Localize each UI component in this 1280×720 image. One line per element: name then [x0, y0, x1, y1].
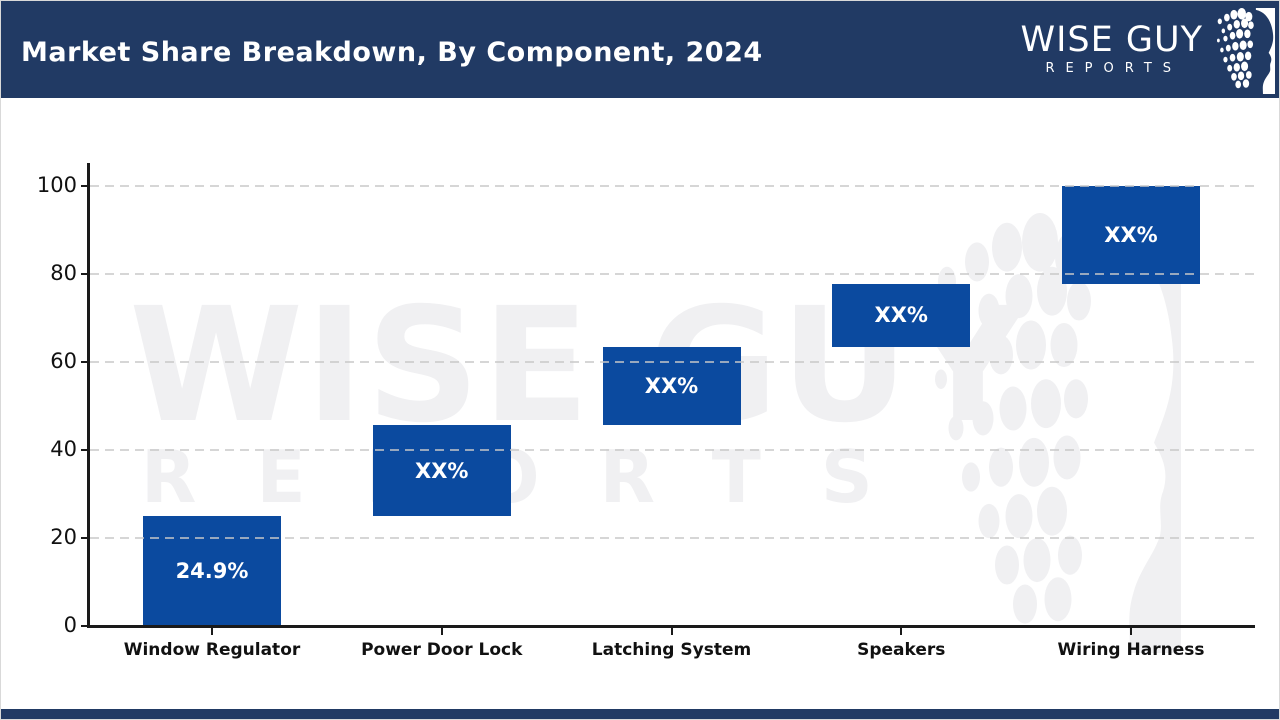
x-tick-mark	[1130, 628, 1132, 635]
bar-value-label: XX%	[874, 303, 928, 328]
bar-window-regulator: 24.9%	[143, 516, 281, 626]
footer-bar	[1, 709, 1279, 719]
y-tick-mark	[81, 185, 88, 187]
y-axis-line	[87, 163, 90, 627]
chart-title: Market Share Breakdown, By Component, 20…	[21, 37, 763, 68]
x-category-label: Latching System	[591, 640, 752, 660]
brand-logo: WISE GUY REPORTS	[1015, 5, 1275, 95]
y-tick-label: 60	[50, 349, 77, 373]
bar-speakers: XX%	[832, 283, 971, 348]
x-axis-line	[87, 625, 1255, 628]
bar-value-label: 24.9%	[175, 559, 249, 584]
bar-power-door-lock: XX%	[372, 425, 511, 517]
gridline-60	[90, 361, 1256, 363]
y-tick-label: 0	[63, 613, 77, 637]
x-tick-mark	[900, 628, 903, 635]
brand-logo-text: WISE GUY REPORTS	[1020, 21, 1203, 76]
gridline-100	[90, 185, 1256, 187]
y-tick-mark	[81, 449, 88, 451]
brand-subname: REPORTS	[1045, 61, 1183, 76]
y-tick-mark	[81, 625, 88, 627]
x-category-label: Wiring Harness	[1057, 640, 1205, 660]
x-tick-mark	[211, 628, 213, 635]
x-category-label: Window Regulator	[123, 640, 301, 660]
y-tick-mark	[81, 361, 88, 363]
y-tick-label: 80	[50, 261, 77, 285]
y-tick-mark	[81, 537, 88, 539]
x-tick-mark	[440, 628, 443, 635]
gridline-80	[90, 273, 1256, 275]
y-tick-label: 40	[50, 437, 77, 461]
header-bar: Market Share Breakdown, By Component, 20…	[1, 1, 1279, 98]
bar-latching-system: XX%	[602, 347, 741, 426]
bar-value-label: XX%	[1104, 222, 1158, 247]
y-tick-label: 100	[36, 173, 77, 197]
x-tick-mark	[670, 628, 673, 635]
brand-head-icon	[1183, 8, 1275, 98]
gridline-40	[90, 449, 1256, 451]
bar-value-label: XX%	[415, 458, 469, 483]
y-tick-mark	[81, 273, 88, 275]
bar-value-label: XX%	[644, 374, 699, 399]
x-category-label: Power Door Lock	[361, 640, 523, 660]
y-tick-label: 20	[50, 525, 77, 549]
bar-wiring-harness: XX%	[1062, 186, 1200, 284]
gridline-20	[90, 537, 1256, 539]
x-category-label: Speakers	[857, 640, 946, 660]
brand-name: WISE GUY	[1020, 20, 1203, 60]
